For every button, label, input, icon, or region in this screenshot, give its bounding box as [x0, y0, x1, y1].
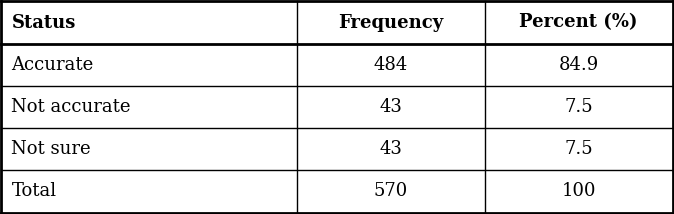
Text: Not sure: Not sure — [11, 140, 91, 158]
Text: 84.9: 84.9 — [559, 56, 599, 74]
Text: 100: 100 — [561, 183, 596, 201]
Text: Not accurate: Not accurate — [11, 98, 131, 116]
Text: Total: Total — [11, 183, 57, 201]
Text: 570: 570 — [373, 183, 408, 201]
Text: Percent (%): Percent (%) — [520, 13, 638, 31]
Text: 43: 43 — [379, 140, 402, 158]
Text: 7.5: 7.5 — [564, 140, 593, 158]
Text: Frequency: Frequency — [338, 13, 443, 31]
Text: Status: Status — [11, 13, 76, 31]
Text: 484: 484 — [373, 56, 408, 74]
Text: 43: 43 — [379, 98, 402, 116]
Text: Accurate: Accurate — [11, 56, 94, 74]
Text: 7.5: 7.5 — [564, 98, 593, 116]
